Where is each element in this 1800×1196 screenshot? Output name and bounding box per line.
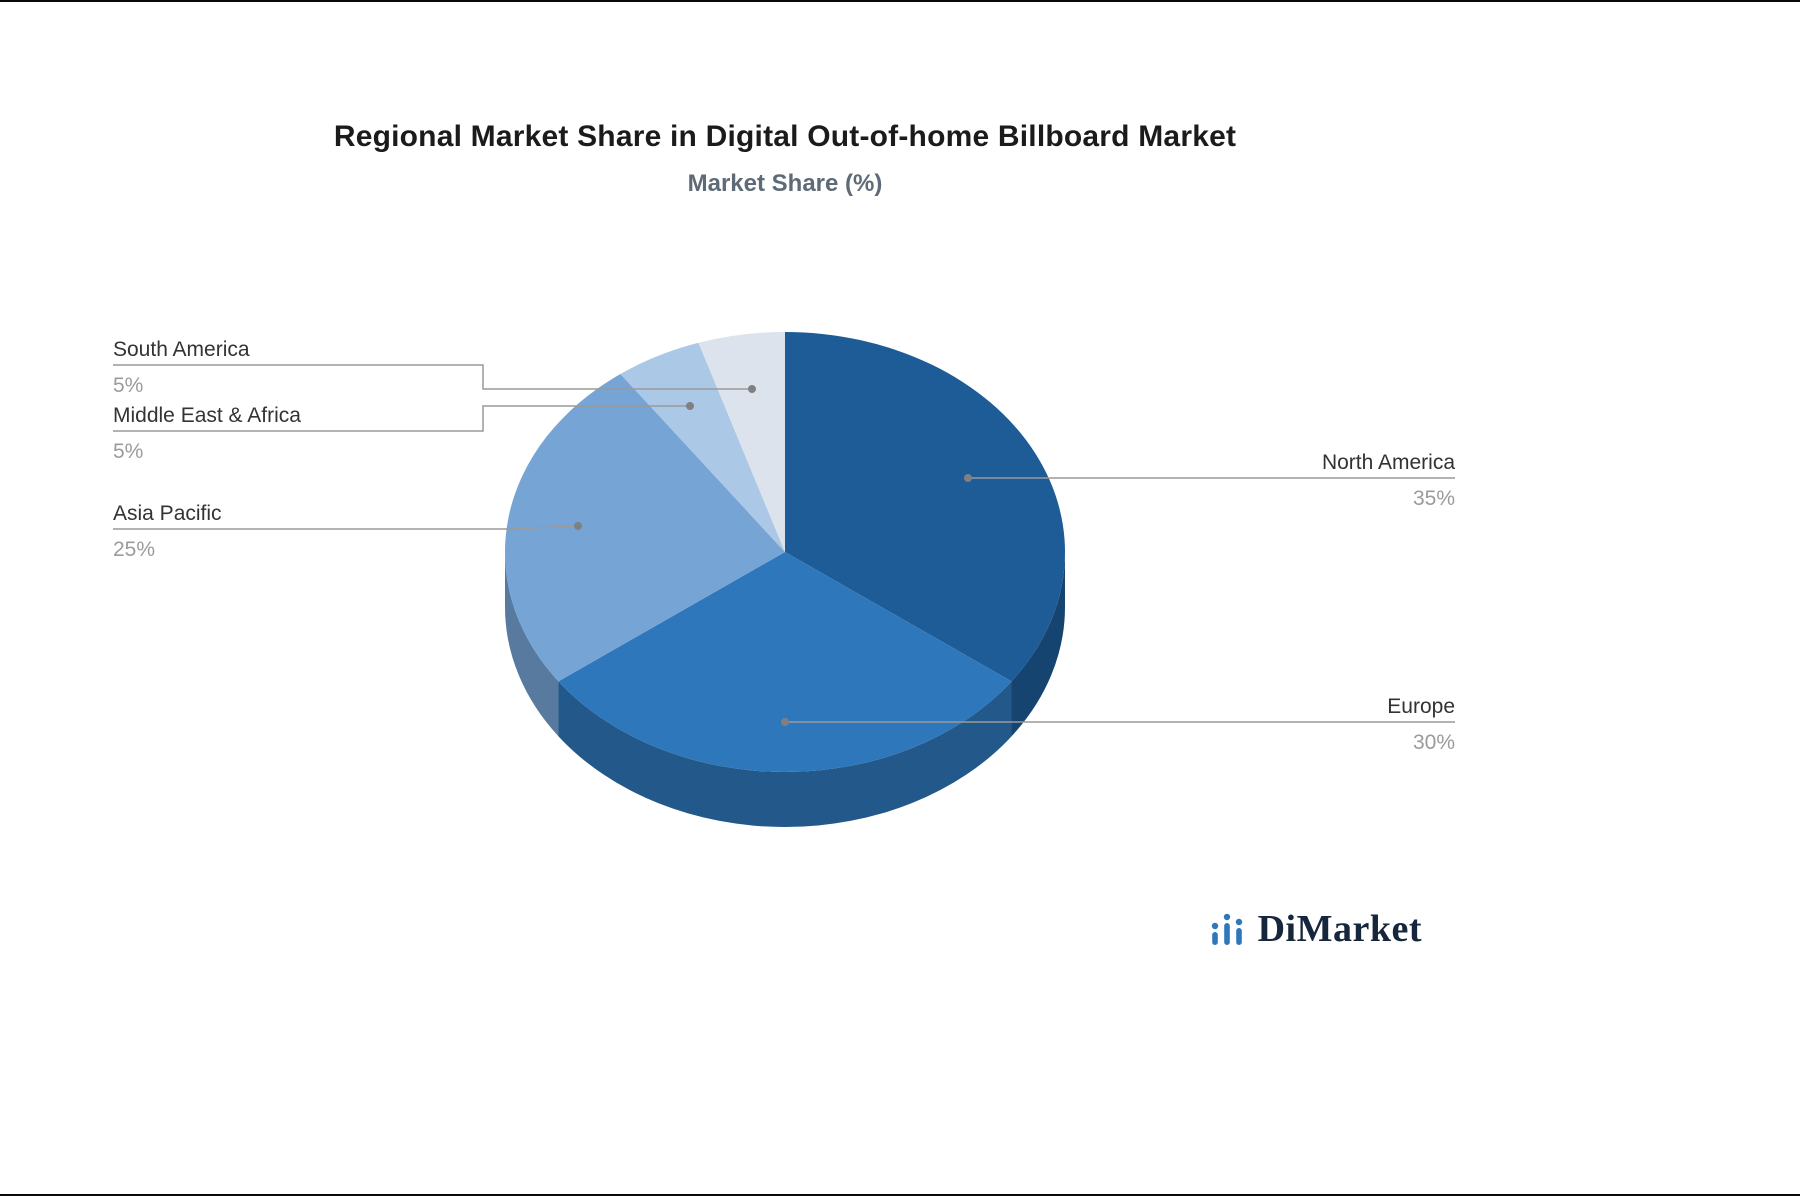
pie-slice-side [505,552,559,737]
label-south-america: South America 5% [113,335,533,399]
label-dot-asia-pacific [574,522,582,530]
label-europe: Europe 30% [955,692,1455,756]
brand-icon [1211,913,1242,945]
pie-slice-side [1011,552,1065,737]
brand-name: DiMarket [1257,908,1422,950]
pie-slice-north-america[interactable] [785,332,1065,682]
label-middle-east-africa: Middle East & Africa 5% [113,401,533,465]
label-south-america-name: South America [113,338,250,361]
label-europe-value: 30% [1412,731,1455,754]
label-north-america-value: 35% [1412,487,1455,510]
label-asia-pacific-value: 25% [113,538,156,561]
label-dot-middle-east-africa [686,402,694,410]
label-asia-pacific-name: Asia Pacific [113,502,222,525]
label-line-south-america [113,364,752,390]
pie-slice-asia-pacific[interactable] [505,374,785,682]
label-dot-south-america [748,385,756,393]
chart-title: Regional Market Share in Digital Out-of-… [333,120,1237,153]
pie-slice-europe[interactable] [558,552,1012,773]
chart-subtitle: Market Share (%) [687,170,883,197]
label-line-asia-pacific [113,525,579,530]
label-middle-east-africa-value: 5% [113,440,144,463]
label-north-america: North America 35% [955,448,1455,512]
label-europe-name: Europe [1387,695,1455,718]
brand-logo: DiMarket [1206,907,1422,951]
label-dot-europe [781,718,789,726]
pie-slice-side [558,681,1012,827]
pie-slice-middle-east-africa[interactable] [620,342,785,552]
label-asia-pacific: Asia Pacific 25% [113,499,533,563]
label-north-america-name: North America [1321,451,1455,474]
label-south-america-value: 5% [113,374,144,397]
pie-slice-south-america[interactable] [698,332,785,552]
label-line-middle-east-africa [113,405,690,432]
label-middle-east-africa-name: Middle East & Africa [113,404,301,427]
label-dot-north-america [964,474,972,482]
